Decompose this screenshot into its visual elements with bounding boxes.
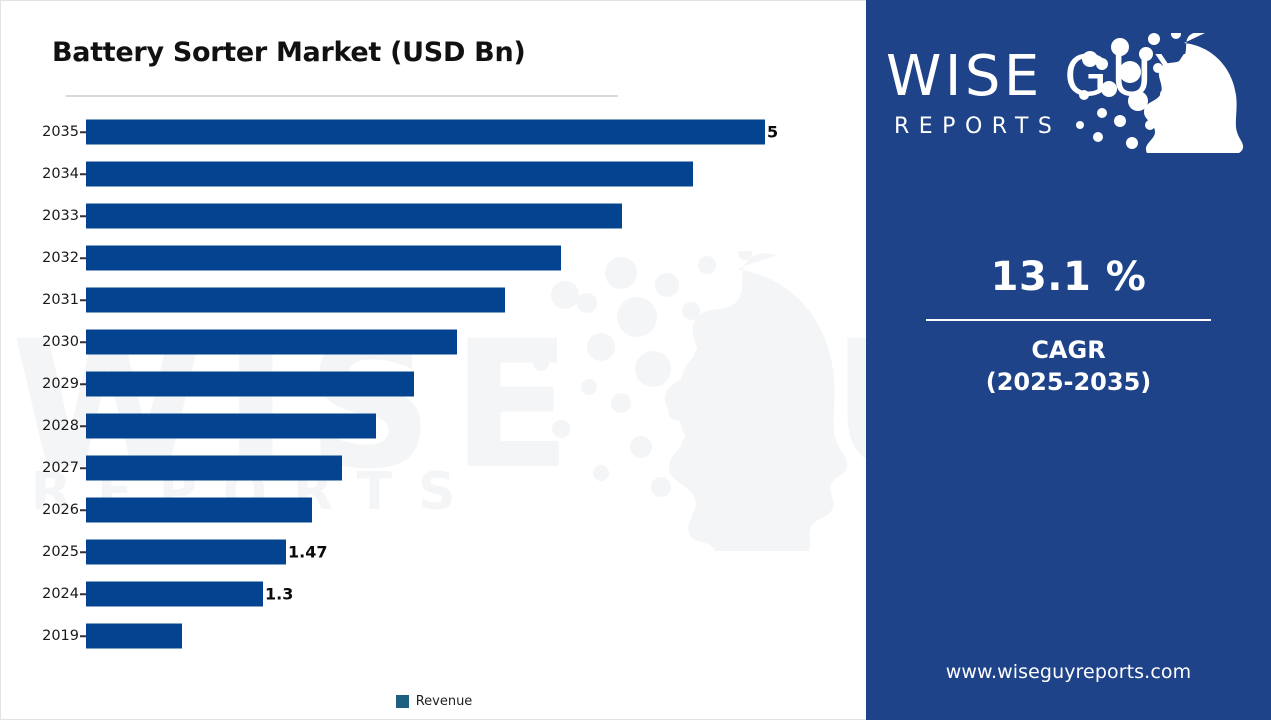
bar-row: 2031 <box>1 279 866 321</box>
cagr-divider <box>926 319 1211 321</box>
y-axis-tick-label: 2028 <box>42 418 79 434</box>
chart-legend: Revenue <box>1 694 866 709</box>
y-axis-tick-mark <box>80 215 86 217</box>
bar-2031[interactable] <box>86 287 505 313</box>
chart-panel: WISE GUY REPORTS Battery Sorter Market (… <box>0 0 866 720</box>
bar-2025[interactable] <box>86 539 286 565</box>
website-url[interactable]: www.wiseguyreports.com <box>945 661 1192 683</box>
bar-2034[interactable] <box>86 161 693 187</box>
bar-row: 2032 <box>1 237 866 279</box>
y-axis-tick-mark <box>80 467 86 469</box>
bar-chart-plot: 2035 5 2034 2033 2032 <box>1 111 866 656</box>
y-axis-tick-mark <box>80 593 86 595</box>
y-axis-tick-mark <box>80 299 86 301</box>
cagr-period: (2025-2035) <box>985 367 1152 396</box>
y-axis-tick-mark <box>80 341 86 343</box>
y-axis-tick-label: 2032 <box>42 250 79 266</box>
y-axis-tick-label: 2033 <box>42 208 79 224</box>
bar-value-label: 5 <box>767 122 779 142</box>
y-axis-tick-mark <box>80 425 86 427</box>
y-axis-tick-label: 2029 <box>42 376 79 392</box>
bar-row: 2024 1.3 <box>1 573 866 615</box>
bar-2033[interactable] <box>86 203 622 229</box>
y-axis-tick-mark <box>80 383 86 385</box>
bar-2035[interactable] <box>86 119 765 145</box>
y-axis-tick-label: 2019 <box>42 628 79 644</box>
y-axis-tick-label: 2027 <box>42 460 79 476</box>
y-axis-tick-mark <box>80 551 86 553</box>
cagr-label: CAGR <box>1031 336 1106 364</box>
y-axis-tick-label: 2024 <box>42 586 79 602</box>
bar-value-label: 1.3 <box>265 584 294 604</box>
bar-value-label: 1.47 <box>288 542 328 562</box>
y-axis-tick-label: 2030 <box>42 334 79 350</box>
svg-text:REPORTS: REPORTS <box>894 114 1061 139</box>
y-axis-tick-label: 2031 <box>42 292 79 308</box>
bar-row: 2027 <box>1 447 866 489</box>
bar-2024[interactable] <box>86 581 263 607</box>
bar-row: 2030 <box>1 321 866 363</box>
bar-2028[interactable] <box>86 413 376 439</box>
legend-label-revenue: Revenue <box>415 694 473 709</box>
bar-row: 2033 <box>1 195 866 237</box>
y-axis-tick-label: 2025 <box>42 544 79 560</box>
bar-2030[interactable] <box>86 329 457 355</box>
bar-row: 2026 <box>1 489 866 531</box>
bar-2019[interactable] <box>86 623 182 649</box>
bar-2026[interactable] <box>86 497 312 523</box>
bar-row: 2035 5 <box>1 111 866 153</box>
bar-row: 2034 <box>1 153 866 195</box>
wiseguy-logo: WISE GUY REPORTS <box>866 28 1271 158</box>
y-axis-tick-mark <box>80 635 86 637</box>
y-axis-tick-label: 2026 <box>42 502 79 518</box>
title-divider <box>66 95 618 97</box>
cagr-block: 13.1 % CAGR (2025-2035) <box>866 255 1271 398</box>
bar-row: 2019 <box>1 615 866 657</box>
wiseguy-logo-icon: WISE GUY REPORTS <box>886 33 1243 153</box>
y-axis-tick-mark <box>80 509 86 511</box>
legend-swatch-revenue <box>395 695 409 708</box>
y-axis-tick-mark <box>80 131 86 133</box>
y-axis-tick-mark <box>80 173 86 175</box>
y-axis-tick-mark <box>80 257 86 259</box>
bar-row: 2028 <box>1 405 866 447</box>
chart-title: Battery Sorter Market (USD Bn) <box>52 37 526 68</box>
y-axis-tick-label: 2034 <box>42 166 79 182</box>
bar-2029[interactable] <box>86 371 414 397</box>
bar-row: 2025 1.47 <box>1 531 866 573</box>
bar-row: 2029 <box>1 363 866 405</box>
bar-2032[interactable] <box>86 245 561 271</box>
brand-panel: WISE GUY REPORTS 13.1 % <box>866 0 1271 720</box>
bar-2027[interactable] <box>86 455 342 481</box>
y-axis-tick-label: 2035 <box>42 124 79 140</box>
cagr-value: 13.1 % <box>990 254 1147 300</box>
